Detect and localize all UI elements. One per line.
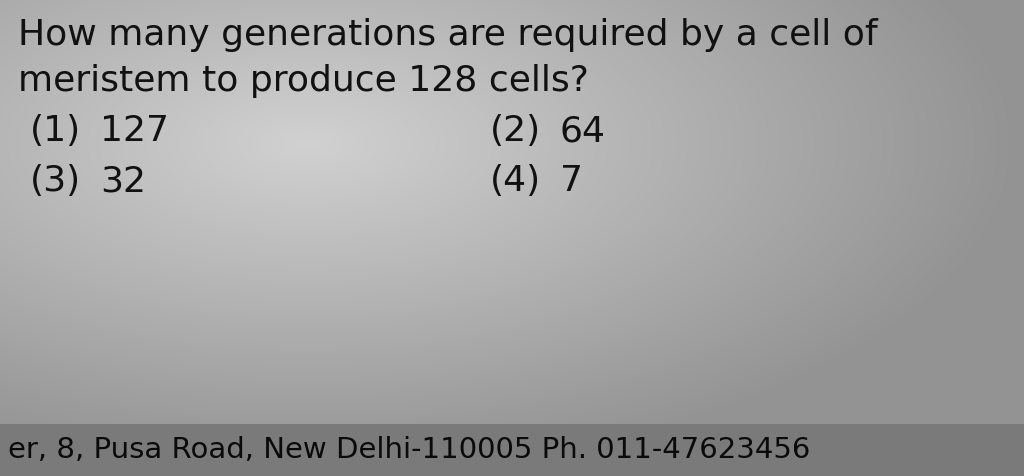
Text: er, 8, Pusa Road, New Delhi-110005 Ph. 011-47623456: er, 8, Pusa Road, New Delhi-110005 Ph. 0…	[8, 436, 810, 464]
Bar	[0, 424, 1024, 476]
Text: How many generations are required by a cell of: How many generations are required by a c…	[18, 18, 878, 52]
Text: 64: 64	[560, 114, 606, 148]
Text: 32: 32	[100, 164, 146, 198]
Text: 7: 7	[560, 164, 583, 198]
Text: 127: 127	[100, 114, 169, 148]
Text: (3): (3)	[30, 164, 81, 198]
Text: (2): (2)	[490, 114, 541, 148]
Text: meristem to produce 128 cells?: meristem to produce 128 cells?	[18, 64, 589, 98]
Text: (4): (4)	[490, 164, 541, 198]
Text: (1): (1)	[30, 114, 81, 148]
